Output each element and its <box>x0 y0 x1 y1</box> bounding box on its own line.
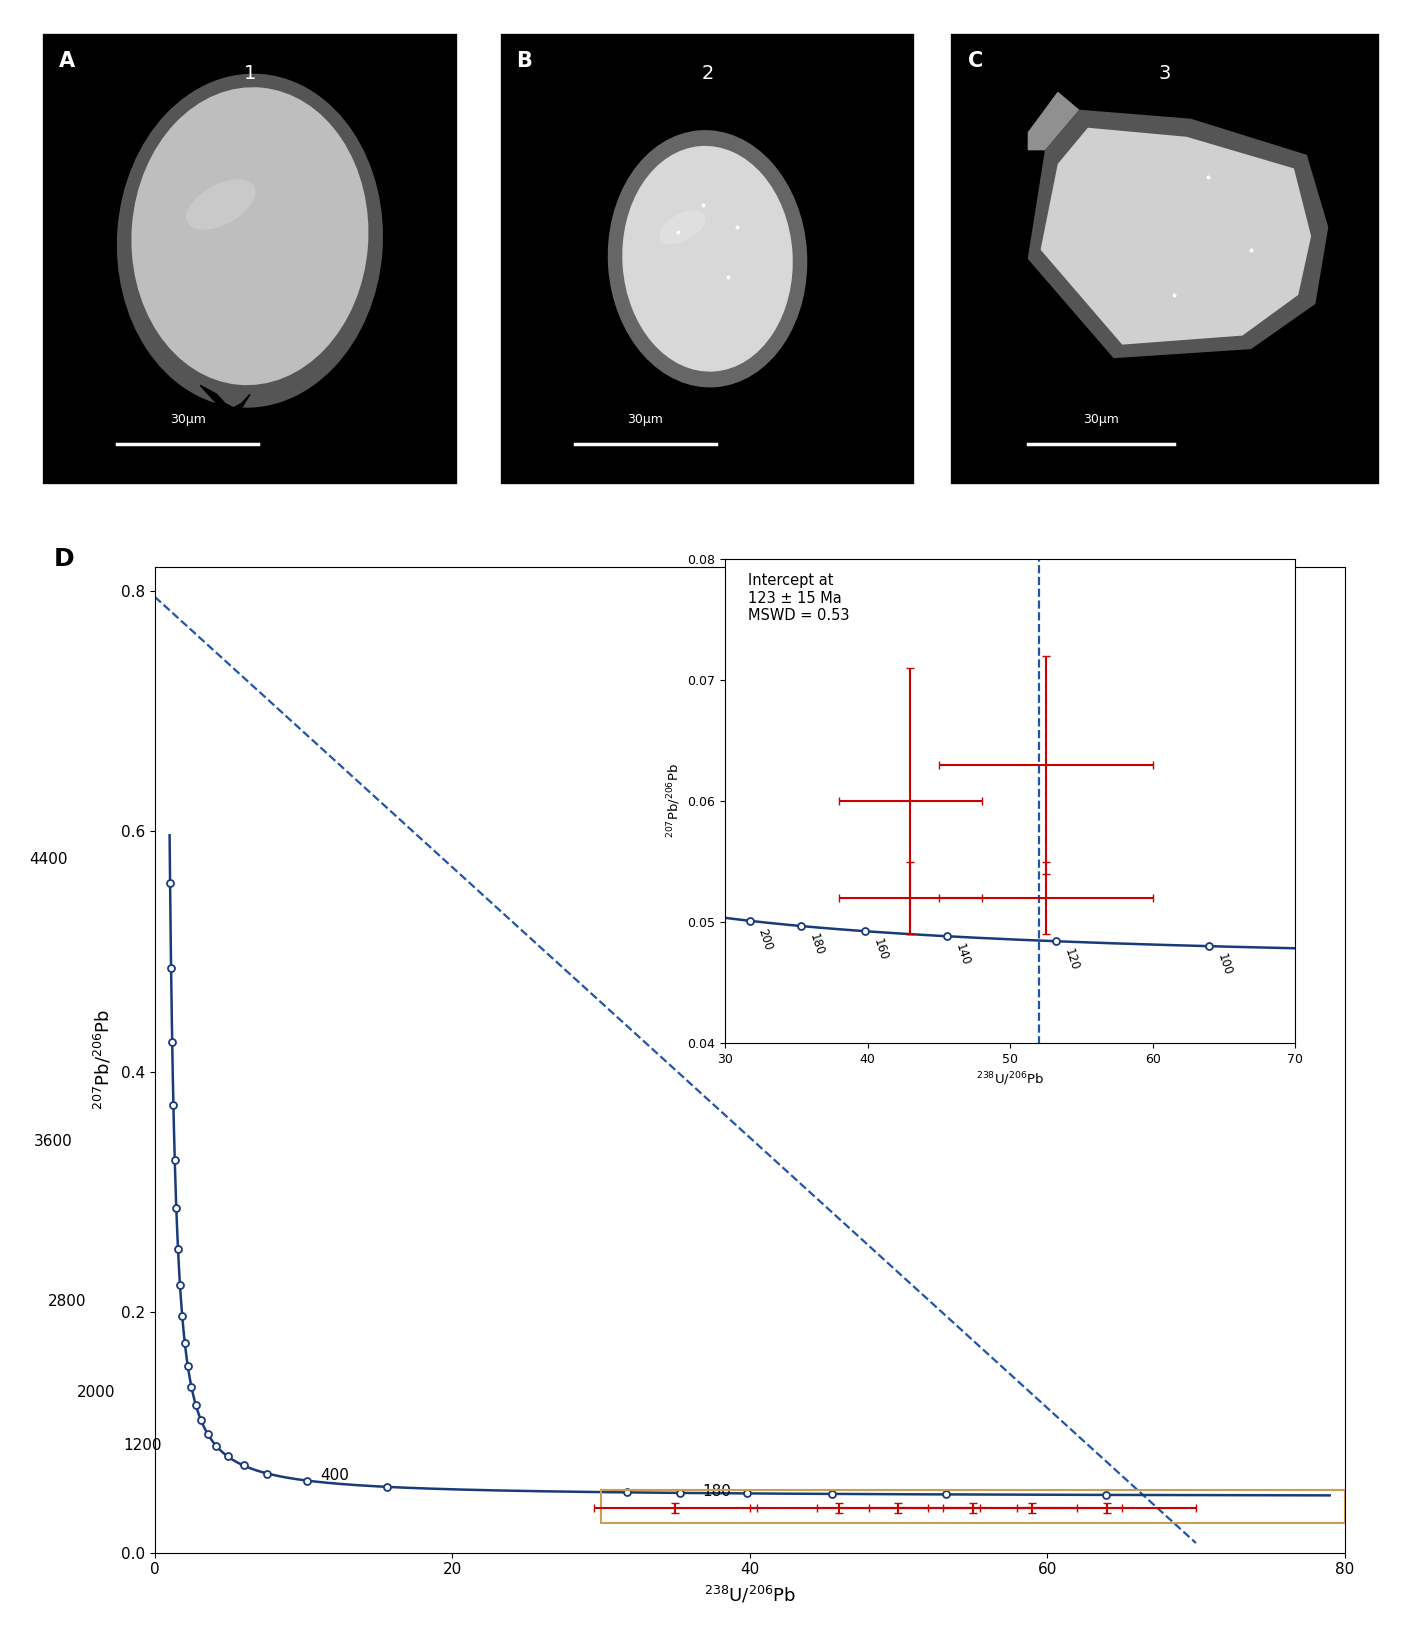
Text: 1: 1 <box>244 64 256 84</box>
Text: A: A <box>59 51 75 71</box>
Text: 30μm: 30μm <box>628 412 663 426</box>
Text: D: D <box>54 547 75 572</box>
Ellipse shape <box>186 179 256 230</box>
Ellipse shape <box>659 210 705 243</box>
Text: 1200: 1200 <box>124 1438 162 1452</box>
Text: B: B <box>517 51 532 71</box>
Text: 3600: 3600 <box>34 1134 72 1150</box>
Text: 200: 200 <box>756 927 774 951</box>
Text: 160: 160 <box>870 937 890 963</box>
Text: 30μm: 30μm <box>170 412 206 426</box>
Bar <box>601 1490 1345 1523</box>
Y-axis label: $^{207}$Pb/$^{206}$Pb: $^{207}$Pb/$^{206}$Pb <box>666 764 683 838</box>
Ellipse shape <box>117 74 383 407</box>
Text: 4400: 4400 <box>28 853 68 868</box>
Polygon shape <box>1041 128 1311 345</box>
Text: Intercept at
123 ± 15 Ma
MSWD = 0.53: Intercept at 123 ± 15 Ma MSWD = 0.53 <box>748 573 849 623</box>
Y-axis label: $^{207}$Pb/$^{206}$Pb: $^{207}$Pb/$^{206}$Pb <box>93 1009 114 1111</box>
Text: 180: 180 <box>807 932 826 958</box>
Text: C: C <box>967 51 983 71</box>
Text: 2: 2 <box>701 64 714 84</box>
Polygon shape <box>200 386 249 412</box>
X-axis label: $^{238}$U/$^{206}$Pb: $^{238}$U/$^{206}$Pb <box>704 1584 796 1605</box>
Text: 2000: 2000 <box>77 1385 115 1400</box>
Polygon shape <box>1028 92 1079 151</box>
Polygon shape <box>1028 110 1328 358</box>
Text: 100: 100 <box>1215 953 1235 978</box>
Ellipse shape <box>131 87 369 384</box>
Text: 2800: 2800 <box>48 1293 87 1309</box>
Ellipse shape <box>608 130 807 388</box>
Text: 400: 400 <box>320 1469 349 1484</box>
Text: 3: 3 <box>1159 64 1171 84</box>
Text: 180: 180 <box>703 1484 731 1498</box>
X-axis label: $^{238}$U/$^{206}$Pb: $^{238}$U/$^{206}$Pb <box>976 1070 1045 1088</box>
Ellipse shape <box>622 146 793 371</box>
Text: 140: 140 <box>952 943 972 968</box>
Text: 30μm: 30μm <box>1083 412 1118 426</box>
Text: 120: 120 <box>1062 948 1081 973</box>
